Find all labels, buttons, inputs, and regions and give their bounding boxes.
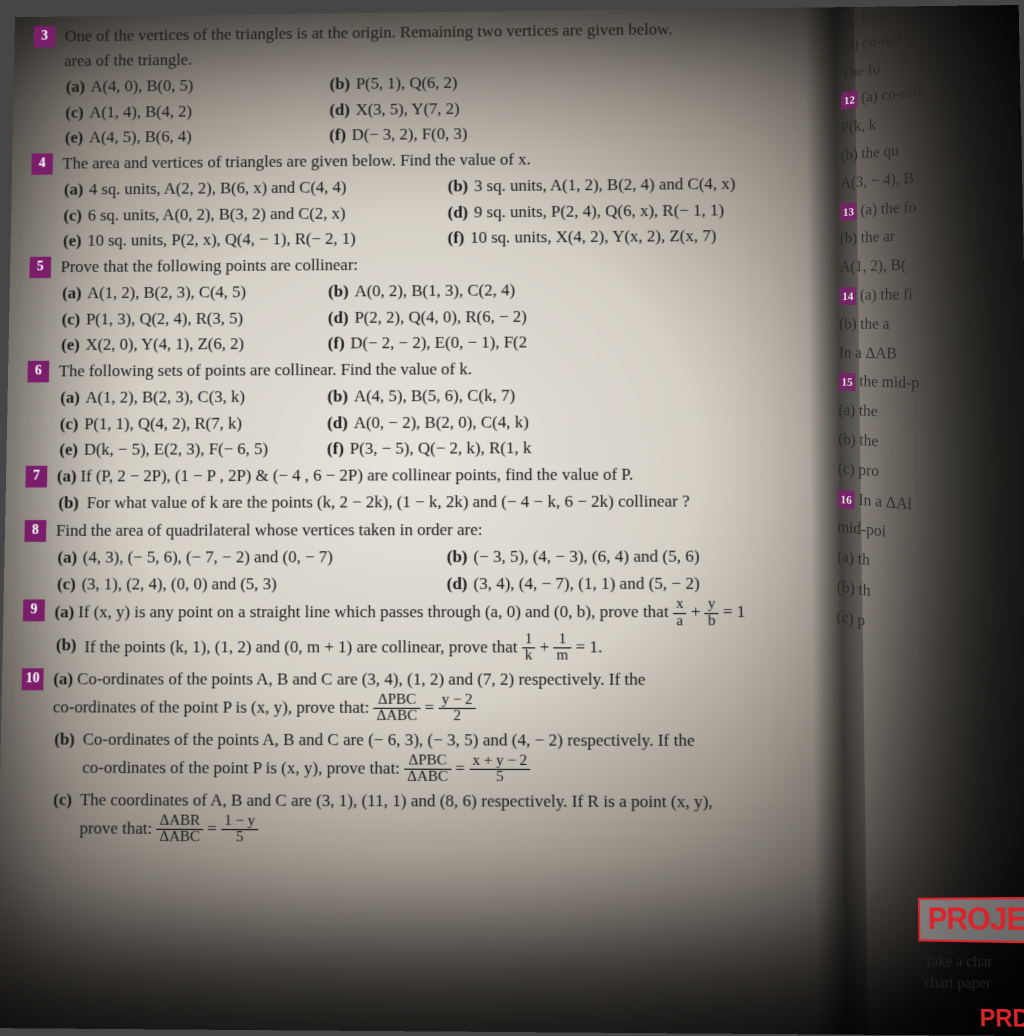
question-number-10: 10 (22, 668, 44, 690)
question-4-options: (a)4 sq. units, A(2, 2), B(6, x) and C(4… (63, 170, 859, 254)
project-instruction-fragment: Take a charchart paper (924, 952, 1024, 995)
question-number-7: 7 (25, 465, 47, 487)
question-number-9: 9 (23, 599, 45, 621)
project-box-footer: PRD (980, 1004, 1024, 1034)
question-number-4: 4 (31, 153, 53, 174)
question-number-8: 8 (24, 520, 46, 542)
question-number-3: 3 (34, 26, 56, 47)
project-box-header: PROJE (918, 897, 1024, 943)
question-7a: (a) If (P, 2 − 2P), (1 − P , 2P) & (− 4 … (57, 461, 862, 489)
question-8-options: (a)(4, 3), (− 5, 6), (− 7, − 2) and (0, … (57, 543, 864, 597)
question-7b: (b)For what value of k are the points (k… (25, 488, 862, 516)
question-8-text: Find the area of quadrilateral whose ver… (56, 516, 863, 543)
question-5-text: Prove that the following points are coll… (60, 248, 858, 279)
question-10a: (a) Co-ordinates of the points A, B and … (53, 666, 865, 726)
question-10c: (c) The coordinates of A, B and C are (3… (19, 787, 867, 849)
textbook-page: 3 One of the vertices of the triangles i… (19, 7, 867, 851)
question-9b: (b) If the points (k, 1), (1, 2) and (0,… (22, 632, 864, 665)
question-6-text: The following sets of points are colline… (59, 354, 861, 383)
question-number-6: 6 (27, 360, 49, 382)
question-6-options: (a)A(1, 2), B(2, 3), C(3, k) (b)A(4, 5),… (59, 381, 861, 463)
question-5-options: (a)A(1, 2), B(2, 3), C(4, 5) (b)A(0, 2),… (61, 275, 860, 358)
question-3-options: (a)A(4, 0), B(0, 5) (b)P(5, 1), Q(6, 2) … (65, 66, 857, 151)
question-3-text: One of the vertices of the triangles is … (64, 15, 856, 73)
right-page-bleed: 2), R(2, (d) co-ord The fo 12(a) co-ord … (837, 0, 1024, 666)
question-number-5: 5 (29, 256, 51, 277)
question-9a: (a) If (x, y) is any point on a straight… (54, 597, 864, 630)
question-10b: (b) Co-ordinates of the points A, B and … (20, 726, 866, 787)
